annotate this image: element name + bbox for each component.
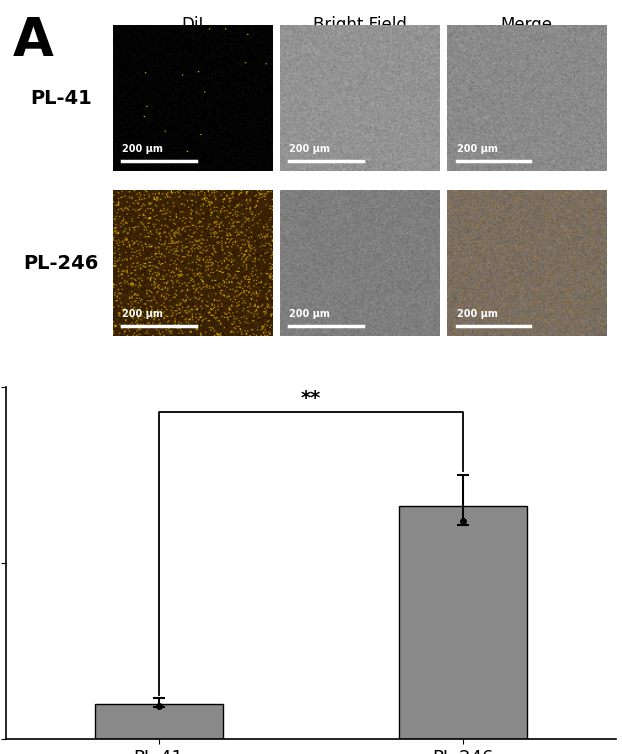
Bar	[95, 703, 223, 739]
Text: 200 μm: 200 μm	[289, 143, 330, 154]
Text: 200 μm: 200 μm	[457, 309, 498, 319]
Text: 200 μm: 200 μm	[123, 309, 164, 319]
Text: A: A	[12, 14, 53, 66]
Text: PL-246: PL-246	[24, 254, 99, 273]
Text: Bright Field: Bright Field	[313, 17, 407, 35]
Text: 200 μm: 200 μm	[123, 143, 164, 154]
Text: **: **	[301, 389, 321, 409]
Text: Merge: Merge	[501, 17, 553, 35]
Bar	[399, 506, 527, 739]
Text: PL-41: PL-41	[30, 88, 92, 108]
Text: 200 μm: 200 μm	[457, 143, 498, 154]
Text: 200 μm: 200 μm	[289, 309, 330, 319]
Text: DiI: DiI	[182, 17, 204, 35]
